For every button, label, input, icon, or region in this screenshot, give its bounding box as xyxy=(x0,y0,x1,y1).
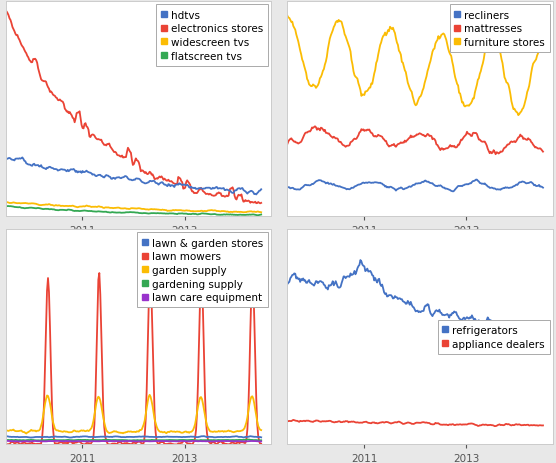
Legend: lawn & garden stores, lawn mowers, garden supply, gardening supply, lawn care eq: lawn & garden stores, lawn mowers, garde… xyxy=(137,233,269,308)
Legend: hdtvs, electronics stores, widescreen tvs, flatscreen tvs: hdtvs, electronics stores, widescreen tv… xyxy=(156,6,269,67)
Legend: refrigerators, appliance dealers: refrigerators, appliance dealers xyxy=(438,320,550,354)
Legend: recliners, mattresses, furniture stores: recliners, mattresses, furniture stores xyxy=(450,6,550,53)
